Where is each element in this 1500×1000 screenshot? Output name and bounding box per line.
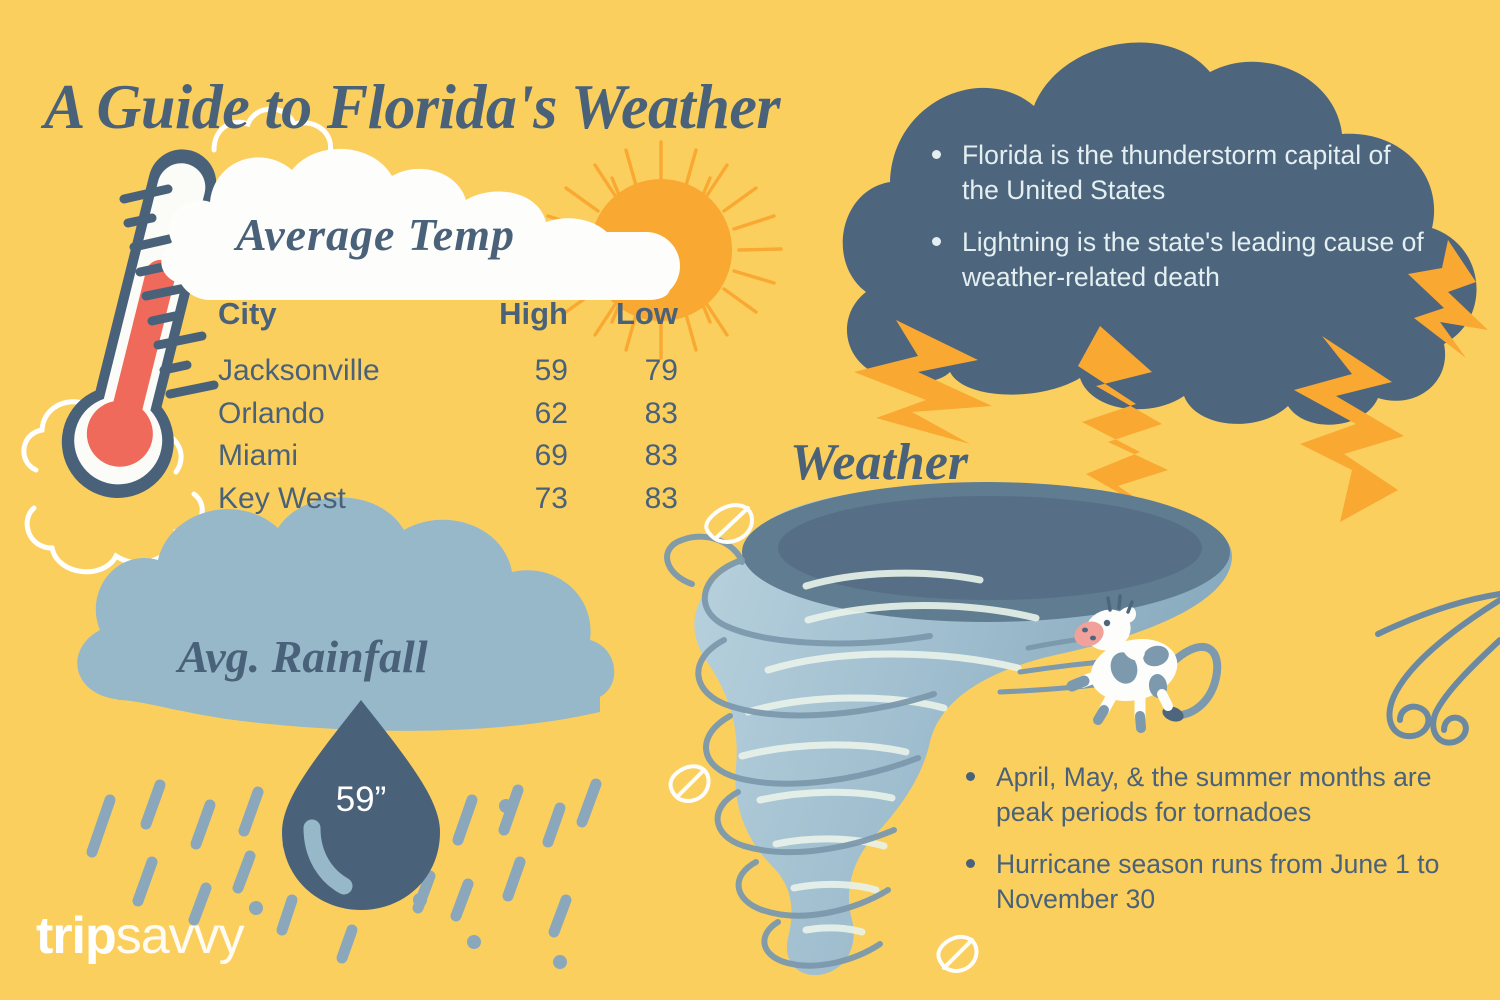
column-header-city: City: [218, 296, 277, 331]
bullet-dot-icon: [932, 150, 941, 159]
table-row: Key West 73 83: [218, 478, 678, 521]
list-item-text: Hurricane season runs from June 1 to Nov…: [996, 849, 1440, 915]
list-item-text: Lightning is the state's leading cause o…: [962, 227, 1424, 293]
cell-low: 79: [644, 354, 678, 387]
rainfall-heading: Avg. Rainfall: [178, 631, 428, 682]
table-row: Miami 69 83: [218, 435, 678, 478]
storm-facts-list: Florida is the thunderstorm capital of t…: [928, 138, 1428, 313]
bullet-dot-icon: [966, 772, 975, 781]
cell-high: 62: [534, 396, 568, 430]
table-header-row: City High Low: [218, 296, 678, 350]
cell-city: Miami: [218, 439, 298, 473]
table-row: Jacksonville 59 79: [218, 350, 678, 393]
table-row: Orlando 62 83: [218, 393, 678, 436]
cell-city: Key West: [218, 481, 346, 515]
list-item: Hurricane season runs from June 1 to Nov…: [962, 847, 1462, 916]
tripsavvy-logo: tripsavvy: [36, 907, 245, 965]
bullet-dot-icon: [932, 237, 941, 247]
cell-low: 83: [644, 439, 678, 473]
cell-city: Jacksonville: [218, 354, 380, 387]
wind-swirl-icon: [1375, 591, 1500, 746]
cell-high: 59: [534, 354, 568, 387]
average-temp-heading: Average Temp: [236, 209, 515, 260]
cell-city: Orlando: [218, 396, 325, 430]
column-header-low: Low: [616, 296, 678, 331]
thermometer-ticks: [119, 184, 219, 399]
weather-heading: Weather: [790, 434, 969, 491]
rain-cloud-icon: [77, 497, 615, 731]
cell-low: 83: [644, 396, 678, 430]
page-title: A Guide to Florida's Weather: [44, 70, 781, 142]
rainfall-value: 59”: [335, 780, 387, 819]
list-item: Lightning is the state's leading cause o…: [928, 225, 1428, 294]
bullet-dot-icon: [966, 859, 975, 869]
leaf-icon: [668, 503, 979, 973]
list-item: Florida is the thunderstorm capital of t…: [928, 138, 1428, 207]
logo-trip: trip: [36, 907, 117, 965]
cow-icon: [1066, 594, 1222, 733]
thermometer-icon: [61, 149, 217, 498]
list-item-text: April, May, & the summer months are peak…: [996, 762, 1432, 827]
logo-savvy: savvy: [115, 907, 245, 965]
cell-low: 83: [644, 481, 678, 515]
list-item: April, May, & the summer months are peak…: [962, 760, 1462, 829]
rain-dots: [249, 799, 567, 969]
tornado-facts-list: April, May, & the summer months are peak…: [962, 760, 1462, 935]
cell-high: 73: [534, 481, 568, 515]
average-temp-table: City High Low Jacksonville 59 79 Orlando…: [218, 296, 678, 520]
column-header-high: High: [499, 296, 568, 331]
list-item-text: Florida is the thunderstorm capital of t…: [962, 140, 1391, 205]
cell-high: 69: [534, 439, 568, 473]
